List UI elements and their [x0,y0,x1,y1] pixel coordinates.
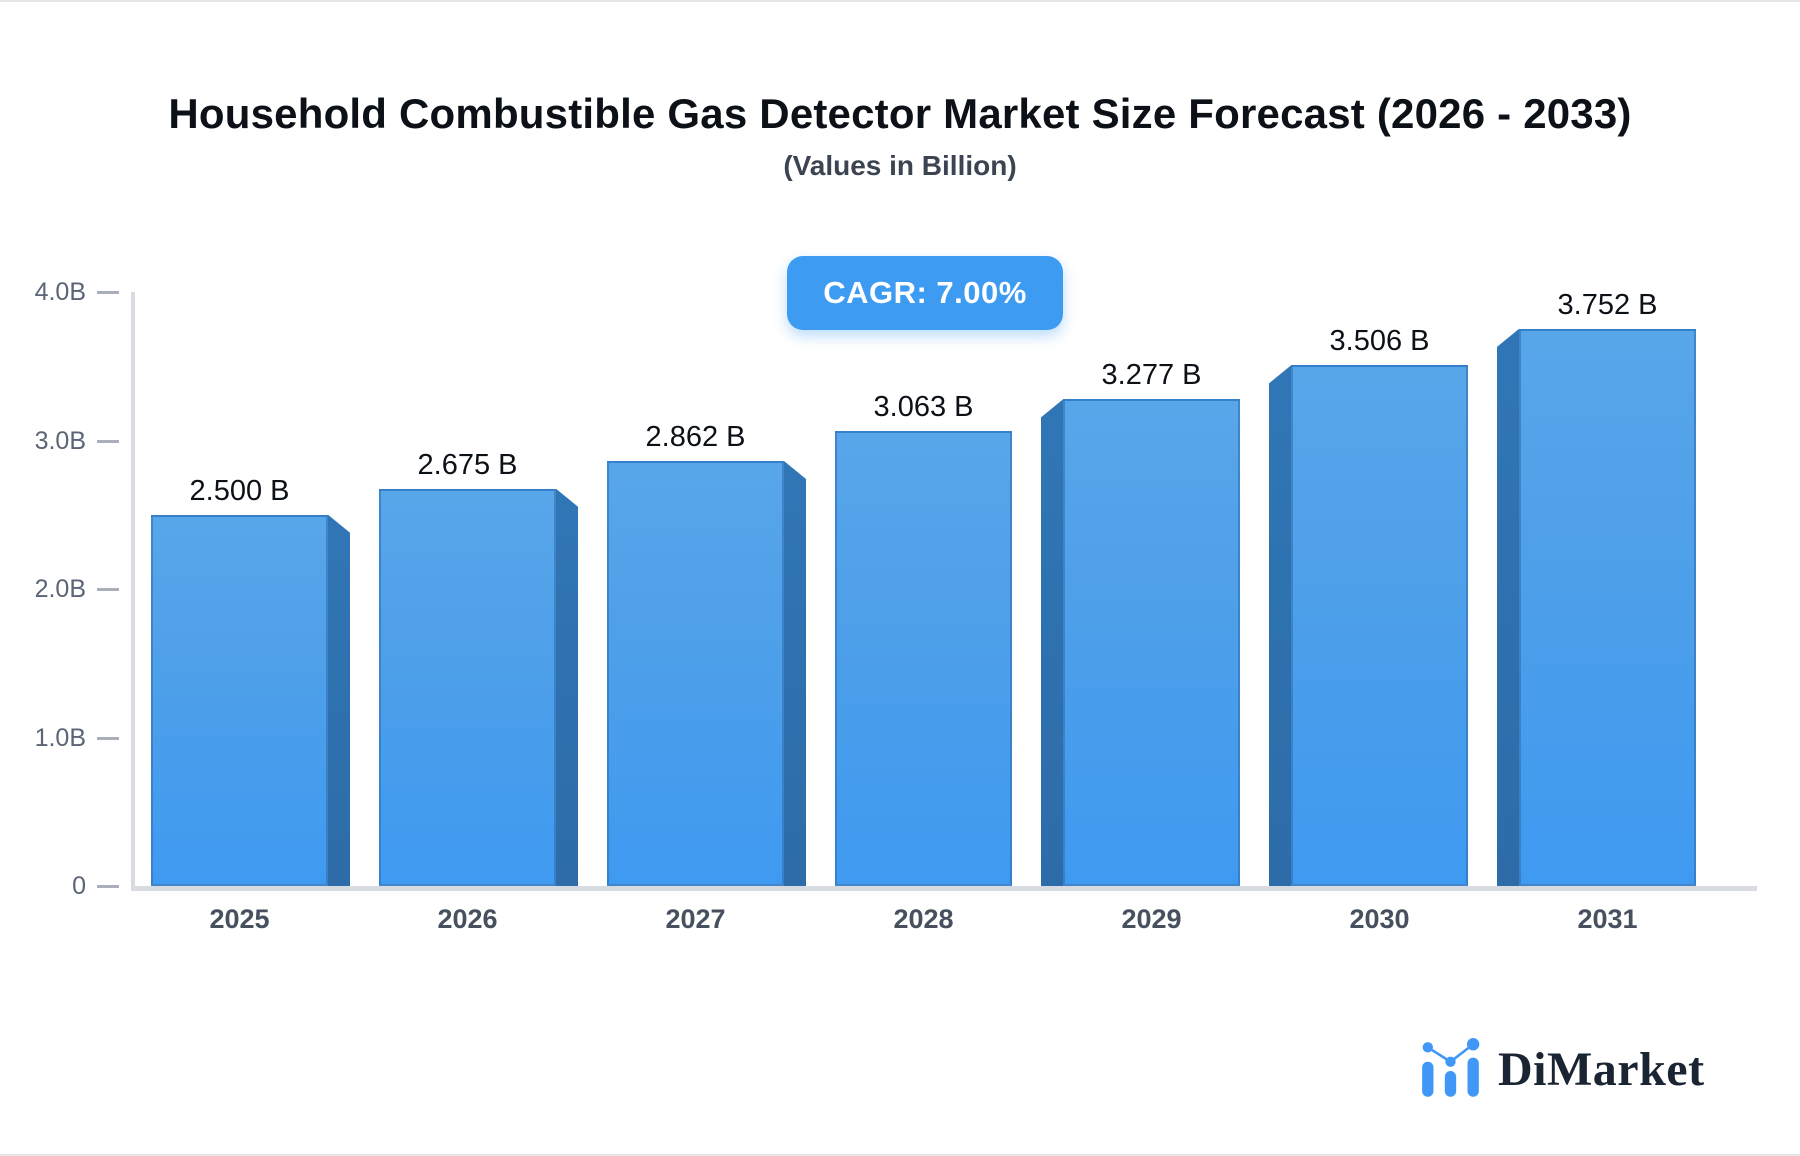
y-tick-label: 4.0B [34,278,86,306]
bar-value-label: 3.063 B [873,391,974,424]
y-tick-mark [97,439,119,443]
x-tick-label: 2030 [1349,904,1410,934]
logo: DiMarket [1418,1032,1705,1108]
bar [607,460,784,886]
y-tick-label: 2.0B [34,575,86,603]
bar-3d-side [1497,328,1519,886]
y-tick-label: 0 [72,872,86,900]
bar-3d-side [784,460,806,886]
bar-3d-side [328,514,350,886]
x-tick-label: 2025 [209,904,270,934]
bar-3d-side [1269,365,1291,886]
bar-value-label: 2.862 B [645,420,746,453]
bar-3d-side [556,488,578,886]
chart-subtitle: (Values in Billion) [783,150,1017,181]
y-tick-mark [97,291,119,294]
y-tick-mark [97,736,119,740]
x-tick-label: 2026 [437,904,498,934]
cagr-badge-label: CAGR: 7.00% [823,275,1027,310]
bar [1063,399,1240,886]
y-tick-label: 3.0B [34,426,86,455]
cagr-badge: CAGR: 7.00% [787,256,1063,330]
chart-title: Household Combustible Gas Detector Marke… [168,90,1632,137]
y-tick-mark [97,588,119,591]
y-tick-label: 1.0B [34,723,86,752]
y-tick-mark [97,885,119,888]
bar [379,488,556,886]
bar-value-label: 2.675 B [417,448,518,481]
bar-value-label: 3.277 B [1101,359,1202,392]
bar [835,431,1012,886]
bar [1291,365,1468,886]
bar-value-label: 3.506 B [1329,325,1430,358]
bar [151,514,328,886]
bar-chart-logo-icon [1422,1038,1480,1097]
y-axis-line [131,292,135,891]
x-tick-label: 2028 [893,904,954,934]
logo-text: DiMarket [1498,1043,1705,1096]
bar-value-label: 3.752 B [1557,288,1658,321]
bar [1519,328,1696,886]
x-tick-label: 2031 [1577,904,1638,934]
bar-3d-side [1041,399,1063,886]
x-tick-label: 2029 [1121,904,1182,934]
x-tick-label: 2027 [665,904,726,934]
bar-value-label: 2.500 B [189,474,290,507]
x-axis-line [131,886,1757,891]
